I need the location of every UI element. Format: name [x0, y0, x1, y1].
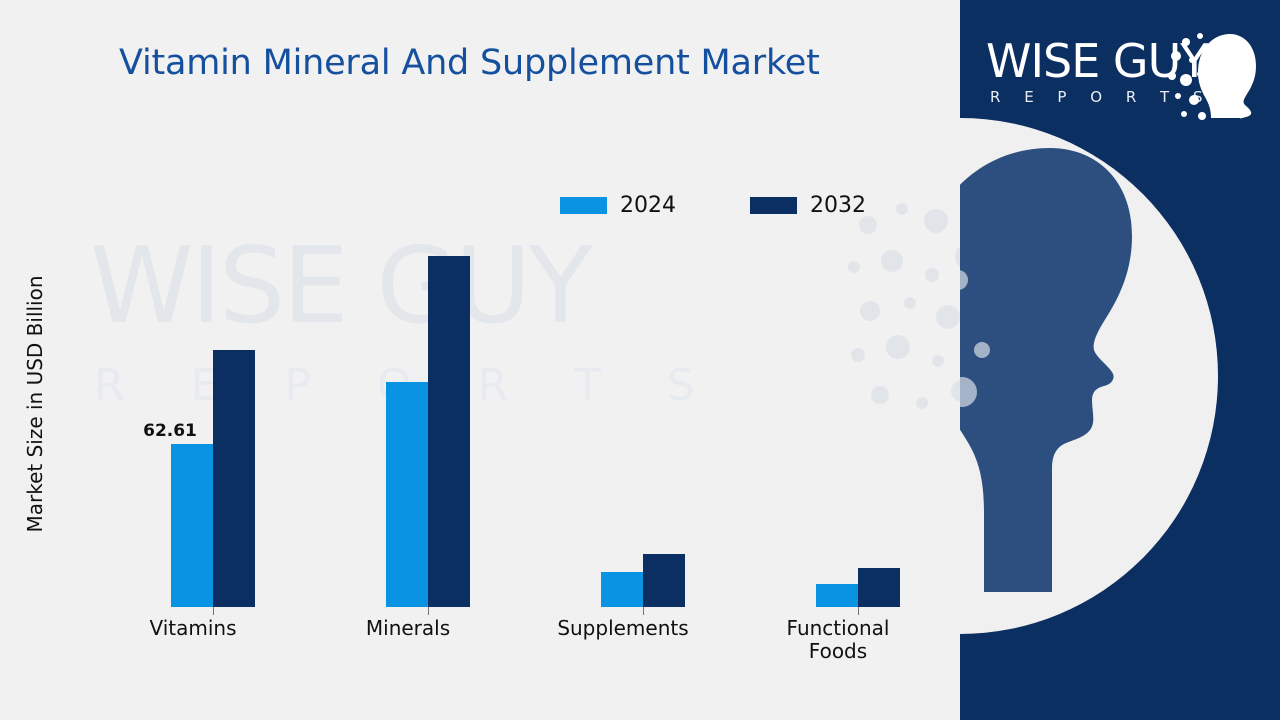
plot-area: 62.61 Vitamins Minerals Supplements	[95, 180, 935, 663]
bar-minerals-2032[interactable]	[428, 256, 470, 607]
legend-item-2032[interactable]: 2032	[750, 193, 866, 218]
x-axis-tick-supplements	[643, 607, 644, 615]
bar-minerals-2024[interactable]	[386, 382, 428, 607]
panel-dots-icon	[960, 270, 990, 407]
bar-chart: Market Size in USD Billion 2024 2032 62.…	[23, 180, 935, 663]
bar-value-label-vitamins-2024: 62.61	[143, 421, 197, 441]
bar-group-supplements: Supplements	[557, 180, 689, 640]
bar-vitamins-2024[interactable]: 62.61	[143, 421, 213, 607]
x-axis-label-vitamins: Vitamins	[149, 616, 237, 640]
bar-group-functional-foods: Functional Foods	[787, 180, 900, 663]
x-axis-label-minerals: Minerals	[365, 616, 451, 640]
bar-vitamins-2032[interactable]	[213, 350, 255, 607]
bar-functional-foods-2024[interactable]	[816, 584, 858, 607]
x-axis-tick-vitamins	[213, 607, 214, 615]
bar-functional-foods-2032[interactable]	[858, 568, 900, 607]
legend-swatch-2032	[750, 197, 797, 214]
legend-item-2024[interactable]: 2024	[560, 193, 676, 218]
page-title: Vitamin Mineral And Supplement Market	[119, 43, 820, 83]
legend-swatch-2024	[560, 197, 607, 214]
bar-group-minerals: Minerals	[366, 180, 470, 640]
bar-group-vitamins: 62.61 Vitamins	[143, 180, 255, 640]
x-axis-tick-minerals	[428, 607, 429, 615]
brand-panel	[960, 0, 1280, 720]
bar-supplements-2032[interactable]	[643, 554, 685, 607]
y-axis-label: Market Size in USD Billion	[23, 275, 47, 533]
legend-label-2032: 2032	[810, 193, 866, 218]
bar-supplements-2024[interactable]	[601, 572, 643, 607]
x-axis-label-supplements: Supplements	[557, 616, 689, 640]
x-axis-tick-functional-foods	[858, 607, 859, 615]
head-profile-silhouette-icon	[960, 148, 1132, 592]
legend-label-2024: 2024	[620, 193, 676, 218]
logo-head-profile-icon	[1168, 33, 1256, 120]
brand-logo[interactable]: WISE GUY R E P O R T S	[986, 32, 1256, 120]
x-axis-label-functional-foods: Functional Foods	[786, 616, 890, 663]
logo-tagline: R E P O R T S	[990, 88, 1212, 106]
